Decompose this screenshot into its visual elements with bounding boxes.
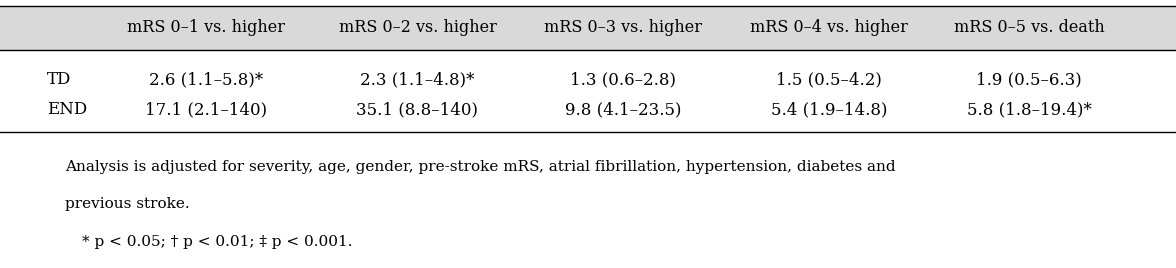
Text: Analysis is adjusted for severity, age, gender, pre-stroke mRS, atrial fibrillat: Analysis is adjusted for severity, age, … bbox=[65, 160, 895, 174]
Text: 35.1 (8.8–140): 35.1 (8.8–140) bbox=[356, 102, 479, 118]
Bar bbox=[0, 6, 1176, 50]
Text: 1.9 (0.5–6.3): 1.9 (0.5–6.3) bbox=[976, 72, 1082, 88]
Text: mRS 0–2 vs. higher: mRS 0–2 vs. higher bbox=[339, 20, 496, 36]
Text: 2.6 (1.1–5.8)*: 2.6 (1.1–5.8)* bbox=[148, 72, 263, 88]
Text: 5.4 (1.9–14.8): 5.4 (1.9–14.8) bbox=[770, 102, 888, 118]
Text: mRS 0–4 vs. higher: mRS 0–4 vs. higher bbox=[750, 20, 908, 36]
Text: 1.3 (0.6–2.8): 1.3 (0.6–2.8) bbox=[570, 72, 676, 88]
Text: 1.5 (0.5–4.2): 1.5 (0.5–4.2) bbox=[776, 72, 882, 88]
Text: previous stroke.: previous stroke. bbox=[65, 197, 189, 211]
Text: TD: TD bbox=[47, 72, 72, 88]
Text: 2.3 (1.1–4.8)*: 2.3 (1.1–4.8)* bbox=[360, 72, 475, 88]
Text: mRS 0–3 vs. higher: mRS 0–3 vs. higher bbox=[544, 20, 702, 36]
Text: mRS 0–5 vs. death: mRS 0–5 vs. death bbox=[954, 20, 1104, 36]
Text: 9.8 (4.1–23.5): 9.8 (4.1–23.5) bbox=[564, 102, 682, 118]
Text: 17.1 (2.1–140): 17.1 (2.1–140) bbox=[145, 102, 267, 118]
Text: 5.8 (1.8–19.4)*: 5.8 (1.8–19.4)* bbox=[967, 102, 1091, 118]
Text: mRS 0–1 vs. higher: mRS 0–1 vs. higher bbox=[127, 20, 285, 36]
Text: * p < 0.05; † p < 0.01; ‡ p < 0.001.: * p < 0.05; † p < 0.01; ‡ p < 0.001. bbox=[82, 235, 353, 249]
Text: END: END bbox=[47, 102, 87, 118]
